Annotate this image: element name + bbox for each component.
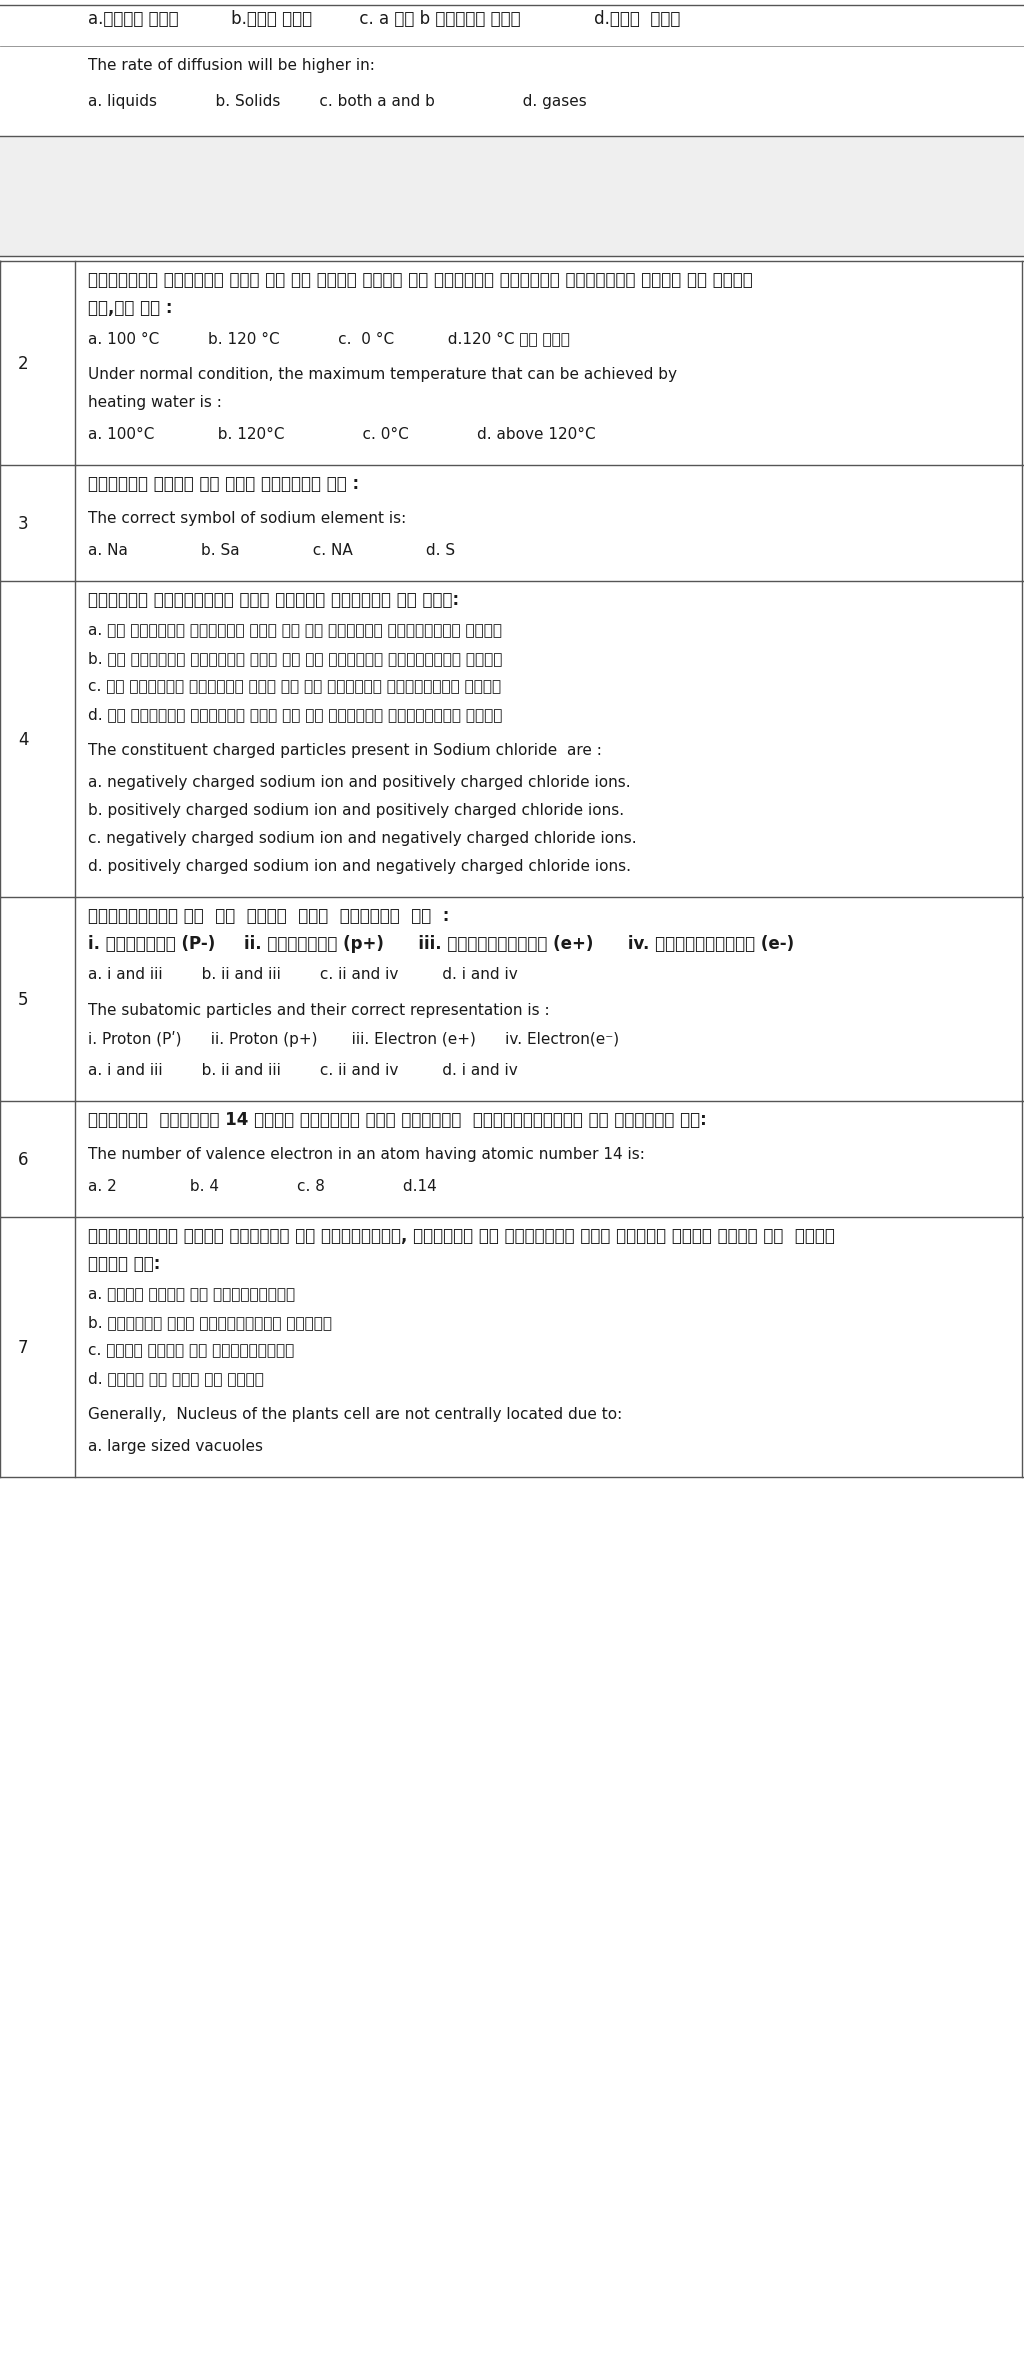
Text: Generally,  Nucleus of the plants cell are not centrally located due to:: Generally, Nucleus of the plants cell ar… <box>88 1407 623 1421</box>
Text: The subatomic particles and their correct representation is :: The subatomic particles and their correc… <box>88 1004 550 1018</box>
Text: c. negatively charged sodium ion and negatively charged chloride ions.: c. negatively charged sodium ion and neg… <box>88 832 637 846</box>
Text: 5: 5 <box>18 990 29 1009</box>
Text: सामान्यतः पादप कोशिका का केन्द्रक, कोशिका के केन्द्र में स्थित नहीं होने का  कार: सामान्यतः पादप कोशिका का केन्द्रक, कोशिक… <box>88 1228 835 1244</box>
Text: a. बड़े आकार की रसधानियाँ: a. बड़े आकार की रसधानियाँ <box>88 1287 295 1301</box>
Text: 3: 3 <box>18 514 29 533</box>
Text: अवपरमाणुक कण  और  उनका  सही  निरूपण  है  :: अवपरमाणुक कण और उनका सही निरूपण है : <box>88 907 450 924</box>
Text: परमाणु  संख्या 14 वाले परमाणु में संयोजी  इलेक्ट्रोनो की संख्या है:: परमाणु संख्या 14 वाले परमाणु में संयोजी … <box>88 1110 707 1129</box>
Text: a. ृण आवेशित सोडियम आयन और धन आवेशित क्लोराइड आयन।: a. ृण आवेशित सोडियम आयन और धन आवेशित क्ल… <box>88 622 502 639</box>
Text: The constituent charged particles present in Sodium chloride  are :: The constituent charged particles presen… <box>88 742 602 759</box>
Text: 6: 6 <box>18 1150 29 1169</box>
Text: b. positively charged sodium ion and positively charged chloride ions.: b. positively charged sodium ion and pos… <box>88 804 624 818</box>
Text: a. 100°C             b. 120°C                c. 0°C              d. above 120°C: a. 100°C b. 120°C c. 0°C d. above 120°C <box>88 427 596 443</box>
Text: i. Proton (Pʹ)      ii. Proton (p+)       iii. Electron (e+)      iv. Electron(e: i. Proton (Pʹ) ii. Proton (p+) iii. Elec… <box>88 1030 620 1047</box>
Text: heating water is :: heating water is : <box>88 396 222 410</box>
Text: The rate of diffusion will be higher in:: The rate of diffusion will be higher in: <box>88 59 375 73</box>
Text: d. positively charged sodium ion and negatively charged chloride ions.: d. positively charged sodium ion and neg… <box>88 858 631 874</box>
Text: i. प्रोटान (P-)     ii. प्रोटान (p+)      iii. इलेक्ट्रान (e+)      iv. इलेक्ट्र: i. प्रोटान (P-) ii. प्रोटान (p+) iii. इल… <box>88 936 795 952</box>
Text: 4: 4 <box>18 731 29 750</box>
Text: a. negatively charged sodium ion and positively charged chloride ions.: a. negatively charged sodium ion and pos… <box>88 775 631 790</box>
Text: The correct symbol of sodium element is:: The correct symbol of sodium element is: <box>88 511 407 526</box>
Text: d. धन आवेशित सोडियम आयन और ृण आवेशित क्लोराइड आयन।: d. धन आवेशित सोडियम आयन और ृण आवेशित क्ल… <box>88 707 503 721</box>
Text: 2: 2 <box>18 356 29 372</box>
Text: a. i and iii        b. ii and iii        c. ii and iv         d. i and iv: a. i and iii b. ii and iii c. ii and iv … <box>88 966 518 983</box>
Text: b. धन आवेशित सोडियम आयन और धन आवेशित क्लोराइड आयन।: b. धन आवेशित सोडियम आयन और धन आवेशित क्ल… <box>88 651 503 667</box>
Text: सोडियम तत्व का सही प्रतीक है :: सोडियम तत्व का सही प्रतीक है : <box>88 476 359 493</box>
Text: 7: 7 <box>18 1339 29 1358</box>
Text: a. large sized vacuoles: a. large sized vacuoles <box>88 1440 263 1454</box>
Text: The number of valence electron in an atom having atomic number 14 is:: The number of valence electron in an ato… <box>88 1148 645 1162</box>
Text: a. 100 °C          b. 120 °C            c.  0 °C           d.120 °C से ऊपर: a. 100 °C b. 120 °C c. 0 °C d.120 °C से … <box>88 330 570 346</box>
Text: होता है:: होता है: <box>88 1254 161 1273</box>
Text: सोडियम क्लोराइड में मौजूद आवेशित कण हैं:: सोडियम क्लोराइड में मौजूद आवेशित कण हैं: <box>88 592 459 608</box>
Text: b. कोशिका में अपर्याप्त स्थान: b. कोशिका में अपर्याप्त स्थान <box>88 1315 332 1329</box>
Text: c. ृण आवेशित सोडियम आयन और ृण आवेशित क्लोराइड आयन।: c. ृण आवेशित सोडियम आयन और ृण आवेशित क्ल… <box>88 679 501 693</box>
Text: है,वह है :: है,वह है : <box>88 299 172 316</box>
Text: a.द्रव में          b.ठोस में         c. a और b दोनों में              d.गैस  मे: a.द्रव में b.ठोस में c. a और b दोनों में… <box>88 9 680 28</box>
Text: d. इनमे से कोई भी नहीं: d. इनमे से कोई भी नहीं <box>88 1372 264 1386</box>
Text: a. liquids            b. Solids        c. both a and b                  d. gases: a. liquids b. Solids c. both a and b d. … <box>88 94 587 108</box>
Text: c. छोटे आकार की रसधानियाँ: c. छोटे आकार की रसधानियाँ <box>88 1343 294 1358</box>
Bar <box>0 137 1024 257</box>
Text: a. Na               b. Sa               c. NA               d. S: a. Na b. Sa c. NA d. S <box>88 542 455 559</box>
Text: Under normal condition, the maximum temperature that can be achieved by: Under normal condition, the maximum temp… <box>88 368 677 382</box>
Text: सामान्य स्थिति में जल को गर्म करके जो अधिकतम तापमान प्राप्त किया जा सकता: सामान्य स्थिति में जल को गर्म करके जो अध… <box>88 271 753 290</box>
Text: a. i and iii        b. ii and iii        c. ii and iv         d. i and iv: a. i and iii b. ii and iii c. ii and iv … <box>88 1063 518 1077</box>
Text: a. 2               b. 4                c. 8                d.14: a. 2 b. 4 c. 8 d.14 <box>88 1178 437 1195</box>
